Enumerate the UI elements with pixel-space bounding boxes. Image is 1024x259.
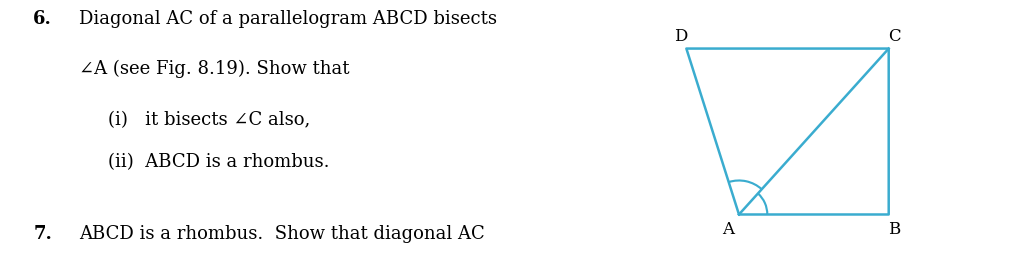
Text: 7.: 7. bbox=[33, 225, 52, 243]
Text: C: C bbox=[888, 28, 900, 45]
Text: D: D bbox=[674, 28, 687, 45]
Text: 6.: 6. bbox=[33, 10, 52, 28]
Text: (ii)  ABCD is a rhombus.: (ii) ABCD is a rhombus. bbox=[108, 153, 330, 171]
Text: B: B bbox=[888, 221, 900, 238]
Text: (i)   it bisects ∠C also,: (i) it bisects ∠C also, bbox=[108, 111, 310, 129]
Text: Diagonal AC of a parallelogram ABCD bisects: Diagonal AC of a parallelogram ABCD bise… bbox=[79, 10, 497, 28]
Text: ABCD is a rhombus.  Show that diagonal AC: ABCD is a rhombus. Show that diagonal AC bbox=[79, 225, 484, 243]
Text: A: A bbox=[722, 221, 734, 238]
Text: ∠A (see Fig. 8.19). Show that: ∠A (see Fig. 8.19). Show that bbox=[79, 60, 349, 78]
